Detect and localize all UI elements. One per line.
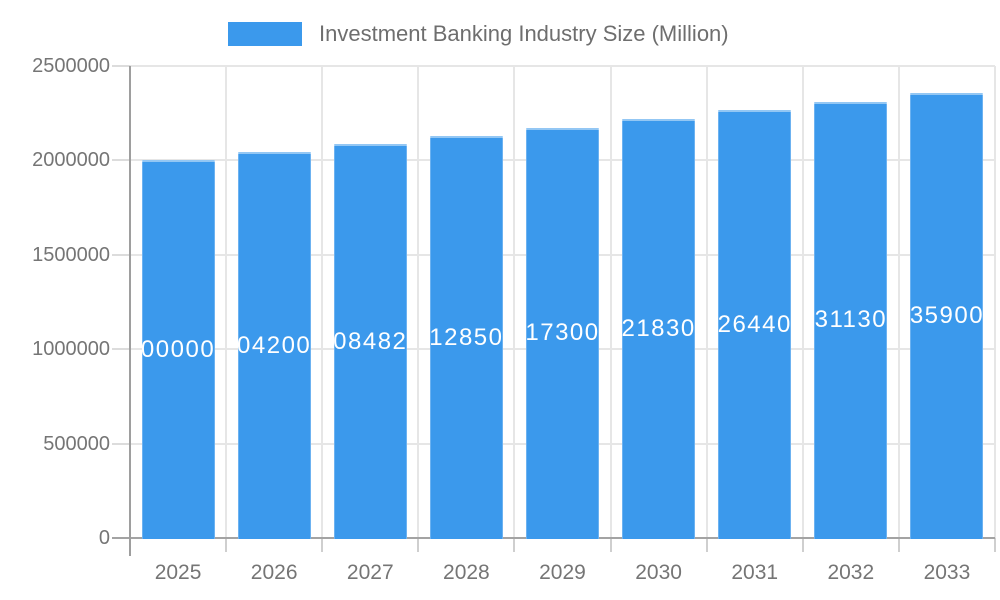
- x-tick-label: 2028: [443, 561, 490, 584]
- legend-swatch: [228, 22, 302, 46]
- bar-value-label: 2128500: [429, 323, 503, 351]
- gridline-vertical: [321, 66, 324, 538]
- x-tick-label: 2030: [635, 561, 682, 584]
- gridline-vertical: [897, 66, 900, 538]
- x-axis-tick: [321, 538, 324, 552]
- y-tick-label: 500000: [43, 432, 110, 455]
- bar-value-label: 2218300: [622, 315, 696, 343]
- bar-2030[interactable]: 2218300: [622, 119, 696, 539]
- bar-value-label: 2000000: [141, 335, 215, 363]
- y-tick-label: 1500000: [32, 243, 110, 266]
- bar-2029[interactable]: 2173000: [526, 127, 599, 539]
- bar-value-label: 2359000: [910, 301, 984, 329]
- bar-value-label: 2264400: [718, 310, 792, 338]
- gridline-vertical: [705, 66, 708, 538]
- gridline-vertical: [417, 66, 420, 538]
- y-tick-label: 2500000: [32, 55, 110, 77]
- bar-value-label: 2311300: [814, 306, 888, 334]
- y-tick-label: 2000000: [32, 149, 110, 172]
- y-axis-line: [129, 66, 131, 556]
- gridline-vertical: [994, 66, 996, 538]
- x-tick-label: 2032: [827, 561, 875, 584]
- gridline-vertical: [225, 66, 228, 538]
- x-axis-tick: [705, 538, 708, 552]
- x-axis-tick: [897, 538, 900, 552]
- legend-item[interactable]: Investment Banking Industry Size (Millio…: [228, 20, 729, 48]
- gridline-vertical: [609, 66, 612, 538]
- y-axis-tick: [112, 65, 130, 67]
- x-axis-tick: [513, 538, 516, 552]
- gridline-vertical: [801, 66, 804, 538]
- x-axis-tick: [609, 538, 612, 552]
- bar-2028[interactable]: 2128500: [429, 136, 503, 539]
- x-tick-label: 2033: [923, 561, 971, 584]
- bar-2031[interactable]: 2264400: [718, 110, 792, 539]
- x-tick-label: 2029: [539, 561, 586, 584]
- bar-2027[interactable]: 2084820: [333, 144, 407, 539]
- bar-2033[interactable]: 2359000: [910, 92, 984, 539]
- gridline-vertical: [513, 66, 516, 538]
- bar-value-label: 2084820: [333, 327, 407, 355]
- x-axis-tick: [225, 538, 228, 552]
- y-axis-tick: [112, 442, 130, 445]
- bar-value-label: 2042000: [237, 331, 311, 359]
- y-axis-tick: [112, 253, 130, 256]
- x-axis-tick: [801, 538, 804, 552]
- y-axis-tick: [112, 159, 130, 162]
- legend-label: Investment Banking Industry Size (Millio…: [319, 21, 729, 46]
- bar-2025[interactable]: 2000000: [141, 160, 215, 539]
- x-tick-label: 2027: [346, 561, 394, 584]
- x-axis-tick: [994, 538, 996, 552]
- y-tick-label: 1000000: [32, 338, 110, 361]
- y-axis-tick: [112, 348, 130, 351]
- bar-2026[interactable]: 2042000: [237, 152, 311, 539]
- bar-value-label: 2173000: [526, 319, 599, 347]
- gridline-horizontal: [130, 65, 995, 67]
- x-tick-label: 2026: [250, 561, 298, 584]
- x-tick-label: 2031: [731, 561, 779, 584]
- x-tick-label: 2025: [154, 561, 202, 584]
- y-tick-label: 0: [98, 527, 110, 549]
- bar-2032[interactable]: 2311300: [814, 101, 888, 539]
- x-axis-tick: [417, 538, 420, 552]
